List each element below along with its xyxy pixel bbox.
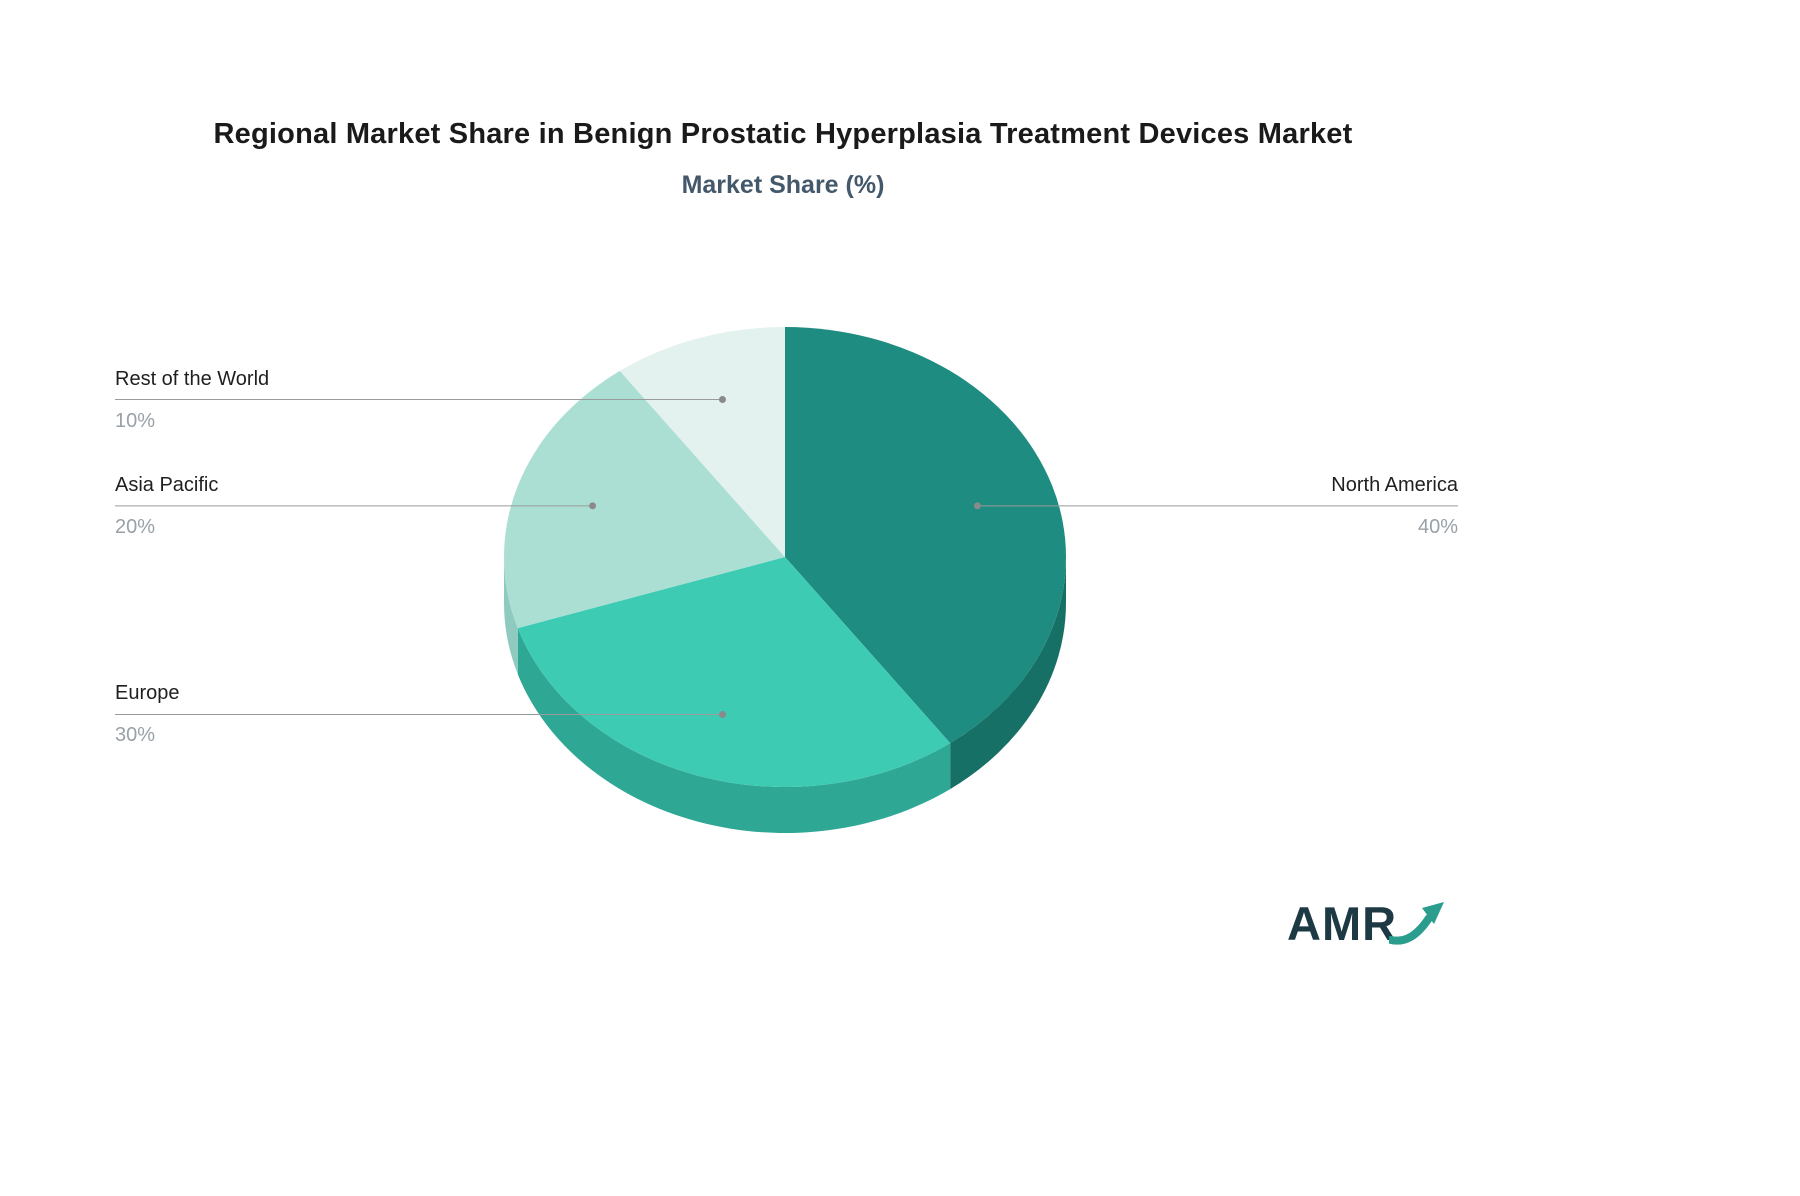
amr-logo-text: AMR [1287,897,1398,950]
amr-logo: AMR [1287,896,1447,960]
pie-slice-side-europe [517,628,951,833]
chart-header: Regional Market Share in Benign Prostati… [0,118,1566,200]
leader-dot-europe [718,710,726,718]
pie-slice-asia-pacific[interactable] [504,370,785,629]
leader-dot-rest-of-the-world [718,396,726,404]
leader-dot-north-america [973,502,981,510]
leader-dot-asia-pacific [589,502,597,510]
amr-logo-arrow-icon [1389,902,1444,945]
chart-title: Regional Market Share in Benign Prostati… [213,118,1353,150]
chart-subtitle: Market Share (%) [681,171,885,199]
pie-slice-europe[interactable] [517,557,951,787]
pie-slice-side-north-america [950,557,1066,790]
pie-slice-north-america[interactable] [785,327,1066,744]
pie-slice-rest-of-the-world[interactable] [619,327,785,557]
pie-slice-side-asia-pacific [504,557,518,675]
